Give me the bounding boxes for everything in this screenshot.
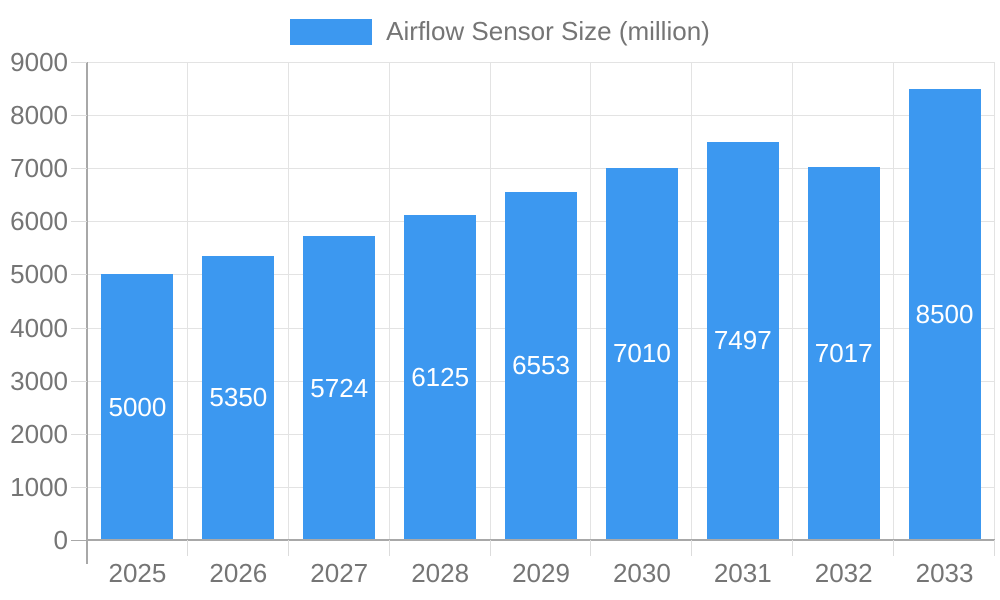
y-axis-line	[86, 62, 88, 564]
x-tick	[994, 540, 995, 556]
bar-2031[interactable]: 7497	[706, 141, 779, 540]
bar-2033[interactable]: 8500	[908, 88, 981, 540]
legend-label: Airflow Sensor Size (million)	[386, 16, 710, 46]
y-tick	[71, 115, 87, 117]
y-tick-label: 7000	[10, 153, 68, 184]
x-tick-label: 2025	[108, 558, 167, 588]
y-tick-label: 2000	[10, 418, 68, 449]
y-tick-label: 1000	[10, 471, 68, 502]
v-gridline	[287, 62, 289, 540]
v-gridline	[590, 62, 592, 540]
v-gridline	[388, 62, 390, 540]
v-gridline	[186, 62, 188, 540]
y-tick	[71, 540, 87, 541]
bar-2025[interactable]: 5000	[101, 274, 174, 540]
y-tick	[71, 486, 87, 488]
y-tick-label: 0	[53, 525, 68, 555]
legend-item[interactable]: Airflow Sensor Size (million)	[290, 16, 710, 47]
bar-value-label: 5350	[209, 382, 268, 413]
y-tick-label: 3000	[10, 365, 68, 396]
x-tick	[186, 540, 188, 556]
bar-2032[interactable]: 7017	[807, 167, 880, 540]
bar-2026[interactable]: 5350	[202, 255, 275, 540]
y-tick-label: 9000	[10, 47, 68, 77]
x-tick	[590, 540, 592, 556]
x-tick	[792, 540, 794, 556]
y-tick	[71, 380, 87, 382]
bar-value-label: 6125	[411, 361, 470, 392]
x-tick-label: 2027	[310, 558, 369, 588]
v-gridline	[691, 62, 693, 540]
v-gridline	[994, 62, 995, 540]
bar-value-label: 7017	[814, 338, 873, 369]
y-tick	[71, 168, 87, 170]
bar-value-label: 7010	[612, 338, 671, 369]
y-tick-label: 5000	[10, 259, 68, 290]
y-tick-label: 4000	[10, 312, 68, 343]
y-tick-label: 8000	[10, 100, 68, 131]
chart-legend: Airflow Sensor Size (million)	[0, 16, 1000, 47]
x-tick	[388, 540, 390, 556]
x-tick-label: 2031	[713, 558, 772, 588]
h-gridline	[87, 115, 995, 117]
x-tick	[489, 540, 491, 556]
bar-value-label: 7497	[713, 325, 772, 356]
x-tick-label: 2028	[411, 558, 470, 588]
bar-value-label: 8500	[915, 298, 974, 329]
bar-value-label: 6553	[512, 350, 570, 381]
x-tick-label: 2032	[814, 558, 873, 588]
y-tick	[71, 274, 87, 276]
x-tick-label: 2029	[512, 558, 570, 588]
y-tick	[71, 433, 87, 435]
y-tick	[71, 221, 87, 223]
y-tick	[71, 62, 87, 63]
bar-2028[interactable]: 6125	[404, 214, 477, 540]
y-tick	[71, 327, 87, 329]
x-tick-label: 2026	[209, 558, 268, 588]
bar-value-label: 5000	[108, 391, 167, 422]
legend-swatch-icon	[290, 18, 373, 45]
bar-2027[interactable]: 5724	[303, 236, 376, 540]
bar-2029[interactable]: 6553	[505, 191, 577, 540]
x-tick	[691, 540, 693, 556]
plot-area: 5000 5350 5724 6125 6553 7010 7497 7017 8500	[86, 62, 995, 564]
v-gridline	[893, 62, 895, 540]
v-gridline	[792, 62, 794, 540]
x-tick	[893, 540, 895, 556]
v-gridline	[489, 62, 491, 540]
h-gridline	[87, 168, 995, 170]
x-tick-label: 2030	[612, 558, 671, 588]
bar-value-label: 5724	[310, 372, 369, 403]
h-gridline	[87, 62, 995, 63]
x-axis-line	[87, 539, 995, 541]
y-tick-label: 6000	[10, 206, 68, 237]
x-tick	[287, 540, 289, 556]
bar-2030[interactable]: 7010	[605, 167, 678, 540]
x-tick-label: 2033	[915, 558, 974, 588]
